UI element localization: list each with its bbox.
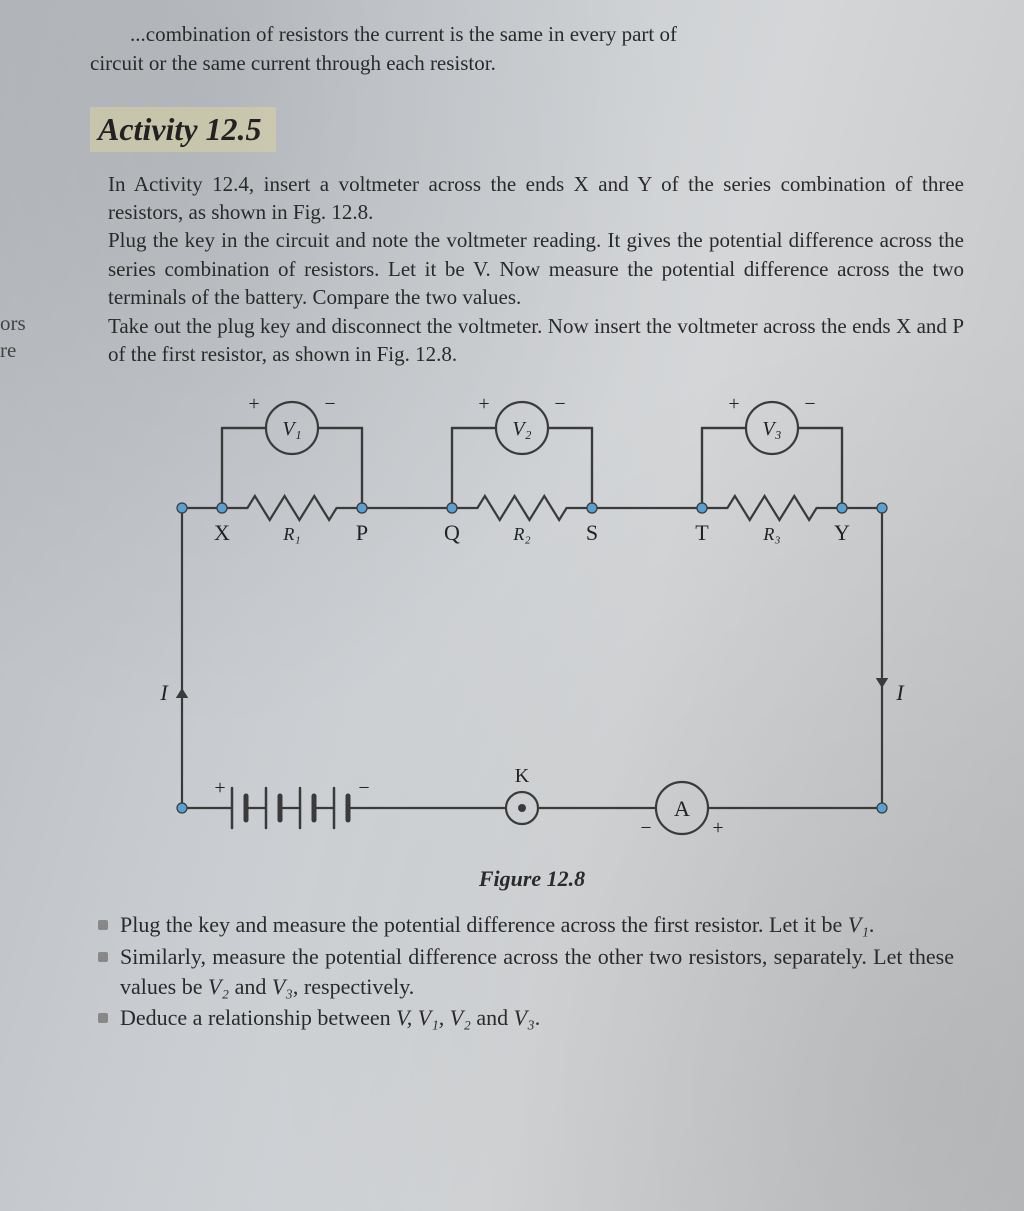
svg-text:−: − <box>640 817 651 839</box>
svg-text:T: T <box>695 520 709 545</box>
svg-text:S: S <box>586 520 598 545</box>
svg-text:I: I <box>895 680 905 705</box>
svg-text:+: + <box>478 393 489 415</box>
page-margin-cutoff: ors re <box>0 310 26 365</box>
top-line-2: circuit or the same current through each… <box>90 49 974 78</box>
top-line-1: ...combination of resistors the current … <box>90 20 974 49</box>
svg-text:−: − <box>554 393 565 415</box>
svg-text:−: − <box>358 777 369 799</box>
svg-text:+: + <box>248 393 259 415</box>
svg-text:K: K <box>515 765 530 787</box>
svg-text:+: + <box>728 393 739 415</box>
svg-text:Y: Y <box>834 520 850 545</box>
figure-caption: Figure 12.8 <box>90 866 974 892</box>
top-intro-text: ...combination of resistors the current … <box>90 20 974 79</box>
svg-text:R₃: R₃ <box>762 524 780 544</box>
svg-text:+: + <box>214 777 225 799</box>
svg-text:R₁: R₁ <box>282 524 300 544</box>
activity-body: In Activity 12.4, insert a voltmeter acr… <box>108 170 964 368</box>
instruction-plug-key: Plug the key and measure the potential d… <box>120 910 954 940</box>
post-figure-instructions: Plug the key and measure the potential d… <box>120 910 954 1033</box>
activity-step-1: In Activity 12.4, insert a voltmeter acr… <box>108 170 964 227</box>
svg-text:Q: Q <box>444 520 460 545</box>
svg-text:R₂: R₂ <box>512 524 530 544</box>
margin-line-2: re <box>0 338 16 362</box>
instruction-deduce: Deduce a relationship between V, V₁, V₂ … <box>120 1003 954 1033</box>
svg-text:+: + <box>712 817 723 839</box>
instruction-measure-others: Similarly, measure the potential differe… <box>120 942 954 1001</box>
svg-text:−: − <box>324 393 335 415</box>
activity-step-3: Take out the plug key and disconnect the… <box>108 312 964 369</box>
activity-title: Activity 12.5 <box>90 107 276 152</box>
svg-text:V₃: V₃ <box>762 418 781 440</box>
svg-text:−: − <box>804 393 815 415</box>
activity-step-2: Plug the key in the circuit and note the… <box>108 226 964 311</box>
svg-text:V₂: V₂ <box>512 418 531 440</box>
svg-text:X: X <box>214 520 230 545</box>
svg-text:V₁: V₁ <box>282 418 301 440</box>
margin-line-1: ors <box>0 311 26 335</box>
circuit-diagram: X P R₁ V₁ Q S R₂ V₂ T Y R₃ V₃ + − + − + − I I + − K A − + <box>122 388 942 858</box>
figure-12-8: X P R₁ V₁ Q S R₂ V₂ T Y R₃ V₃ + − + − + − I I + − K A − + Figure … <box>90 388 974 892</box>
svg-text:I: I <box>159 680 169 705</box>
svg-text:A: A <box>674 796 690 821</box>
svg-text:P: P <box>356 520 368 545</box>
